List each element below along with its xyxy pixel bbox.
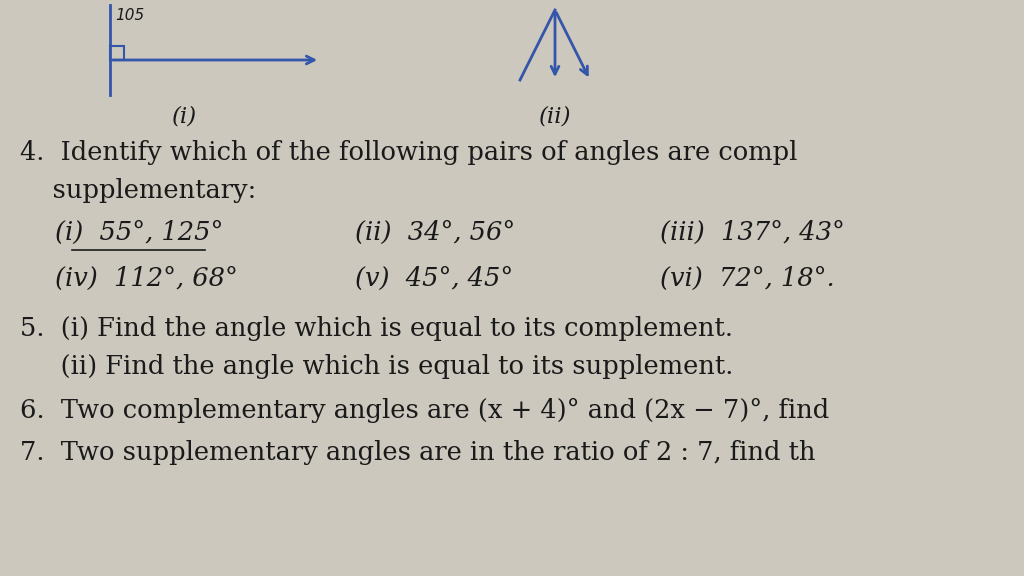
Text: 5.  (i) Find the angle which is equal to its complement.: 5. (i) Find the angle which is equal to … <box>20 316 733 341</box>
Text: (iv)  112°, 68°: (iv) 112°, 68° <box>55 266 238 291</box>
Text: (iii)  137°, 43°: (iii) 137°, 43° <box>660 220 845 245</box>
Text: supplementary:: supplementary: <box>20 178 256 203</box>
Text: (ii) Find the angle which is equal to its supplement.: (ii) Find the angle which is equal to it… <box>20 354 733 379</box>
Text: 105: 105 <box>115 8 144 23</box>
Text: (v)  45°, 45°: (v) 45°, 45° <box>355 266 513 291</box>
Text: (i)  55°, 125°: (i) 55°, 125° <box>55 220 223 245</box>
Text: (i): (i) <box>172 105 198 127</box>
Text: (vi)  72°, 18°.: (vi) 72°, 18°. <box>660 266 835 291</box>
Text: (ii)  34°, 56°: (ii) 34°, 56° <box>355 220 515 245</box>
Bar <box>110 46 124 60</box>
Text: 7.  Two supplementary angles are in the ratio of 2 : 7, find th: 7. Two supplementary angles are in the r… <box>20 440 815 465</box>
Text: (ii): (ii) <box>539 105 571 127</box>
Text: 4.  Identify which of the following pairs of angles are compl: 4. Identify which of the following pairs… <box>20 140 798 165</box>
Text: 6.  Two complementary angles are (x + 4)° and (2x − 7)°, find: 6. Two complementary angles are (x + 4)°… <box>20 398 829 423</box>
